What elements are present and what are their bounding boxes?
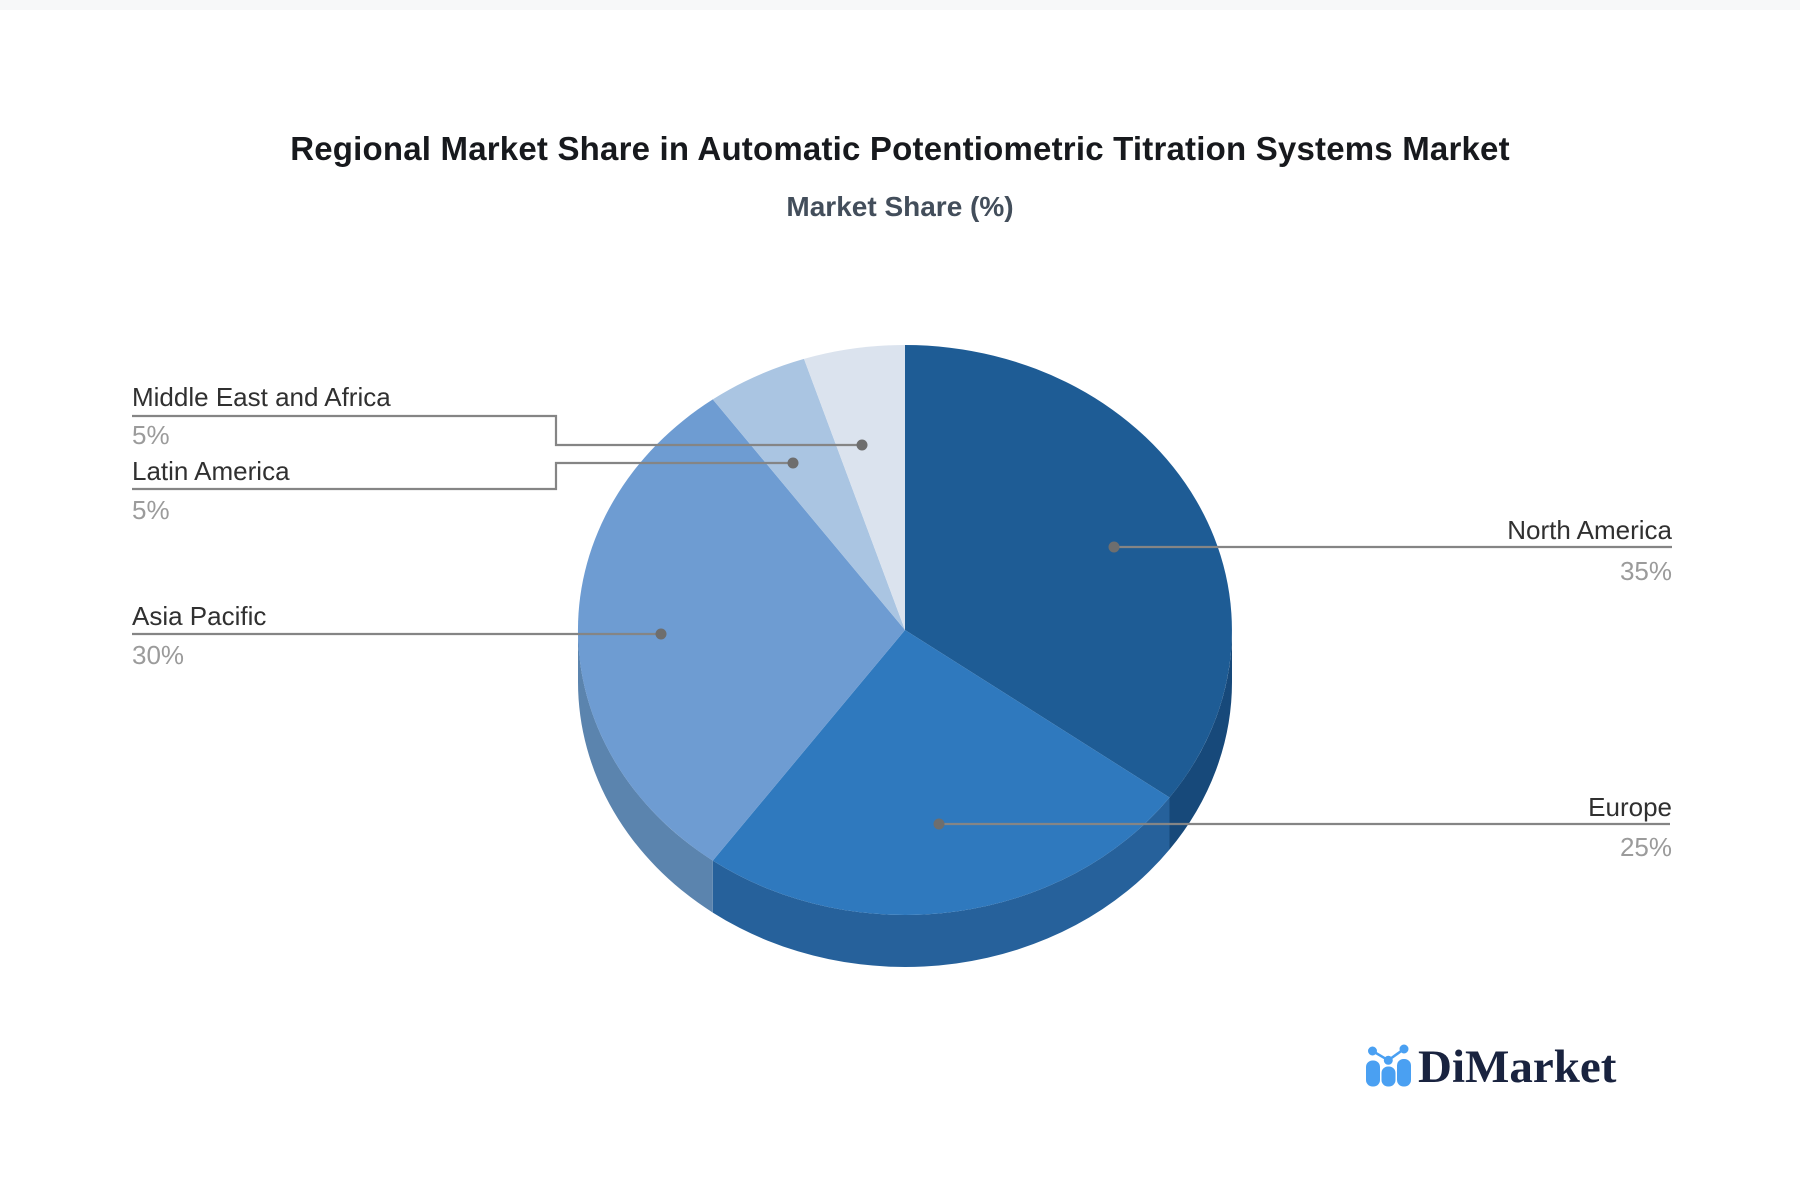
pie-side-north-america [1169, 630, 1232, 850]
value-middle-east-and-africa: 5% [132, 420, 170, 450]
value-europe: 25% [1619, 832, 1672, 862]
chart-title: Regional Market Share in Automatic Poten… [290, 130, 1510, 167]
connector-dot-asia-pacific [655, 628, 667, 640]
pie-side-europe [712, 797, 1170, 967]
value-asia-pacific: 30% [132, 640, 185, 670]
logo-text: DiMarket [1418, 1041, 1617, 1093]
connector-dot-north-america [1108, 541, 1120, 553]
pie-slice-asia-pacific[interactable] [577, 399, 905, 861]
connector-dot-middle-east-and-africa [856, 439, 868, 451]
chart-subtitle: Market Share (%) [786, 191, 1014, 222]
pie-slice-middle-east-and-africa[interactable] [804, 345, 905, 630]
connector-dot-europe [933, 818, 945, 830]
top-strip [0, 0, 1800, 10]
label-europe: Europe [1588, 792, 1672, 822]
label-middle-east-and-africa: Middle East and Africa [132, 382, 391, 412]
value-latin-america: 5% [132, 495, 170, 525]
pie-slice-latin-america[interactable] [712, 358, 905, 630]
label-north-america: North America [1507, 515, 1672, 545]
connector-latin-america [132, 461, 792, 491]
logo: DiMarket [1360, 1040, 1690, 1110]
value-north-america: 35% [1619, 556, 1672, 586]
pie-slice-north-america[interactable] [905, 345, 1232, 798]
pie-3d [577, 345, 1232, 967]
connector-middle-east-and-africa [132, 414, 861, 447]
label-latin-america: Latin America [132, 456, 290, 486]
connector-dot-latin-america [787, 457, 799, 469]
pie-slice-europe[interactable] [712, 630, 1170, 915]
label-asia-pacific: Asia Pacific [132, 601, 267, 631]
pie-side-asia-pacific [578, 630, 713, 913]
bar-chart-with-trend-icon [1366, 1044, 1411, 1087]
